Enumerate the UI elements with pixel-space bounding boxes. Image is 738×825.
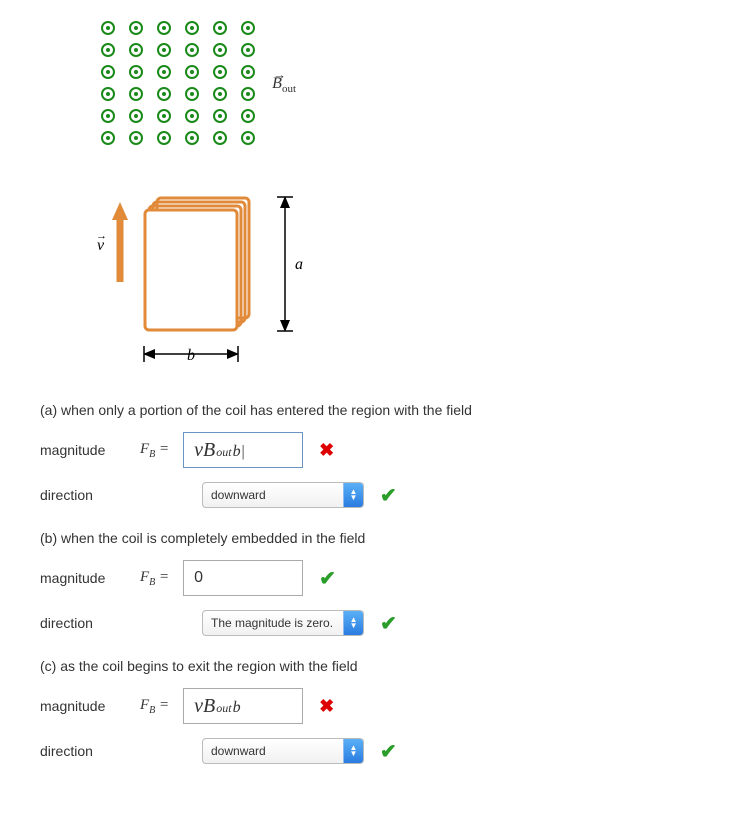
field-out-icon xyxy=(240,108,256,124)
field-out-icon xyxy=(212,64,228,80)
wrong-icon: ✖ xyxy=(319,696,334,717)
field-out-icon xyxy=(240,64,256,80)
check-icon: ✔ xyxy=(380,739,397,764)
field-out-icon xyxy=(212,86,228,102)
part-b-magnitude-row: magnitude FB = 0 ✔ xyxy=(40,560,698,596)
field-out-icon xyxy=(128,108,144,124)
field-out-icon xyxy=(184,130,200,146)
field-out-icon xyxy=(156,42,172,58)
field-out-icon xyxy=(184,108,200,124)
part-b: (b) when the coil is completely embedded… xyxy=(40,530,698,636)
field-row xyxy=(100,86,256,102)
part-b-magnitude-input[interactable]: 0 xyxy=(183,560,303,596)
part-c-magnitude-input[interactable]: vBoutb xyxy=(183,688,303,724)
svg-text:→: → xyxy=(96,230,107,242)
field-out-icon xyxy=(212,42,228,58)
field-out-icon xyxy=(240,86,256,102)
part-c: (c) as the coil begins to exit the regio… xyxy=(40,658,698,764)
part-a-direction-row: direction downward ▲▼ ✔ xyxy=(40,482,698,508)
field-out-icon xyxy=(100,86,116,102)
field-out-icon xyxy=(212,20,228,36)
dim-a-label: a xyxy=(295,256,303,273)
b-out-label: →Bout xyxy=(272,75,296,95)
part-c-direction-row: direction downward ▲▼ ✔ xyxy=(40,738,698,764)
field-out-icon xyxy=(240,130,256,146)
field-out-icon xyxy=(212,130,228,146)
field-row xyxy=(100,64,256,80)
field-out-icon xyxy=(184,20,200,36)
field-row xyxy=(100,130,256,146)
magnetic-field-grid: →Bout xyxy=(100,20,256,152)
part-b-prompt: (b) when the coil is completely embedded… xyxy=(40,530,698,546)
part-c-prompt: (c) as the coil begins to exit the regio… xyxy=(40,658,698,674)
field-out-icon xyxy=(156,108,172,124)
chevron-updown-icon: ▲▼ xyxy=(343,611,363,635)
field-out-icon xyxy=(156,130,172,146)
field-out-icon xyxy=(184,64,200,80)
field-out-icon xyxy=(128,64,144,80)
diagram-area: →Bout v → a xyxy=(40,20,698,372)
field-out-icon xyxy=(128,130,144,146)
field-out-icon xyxy=(156,64,172,80)
field-out-icon xyxy=(128,86,144,102)
part-b-direction-row: direction The magnitude is zero. ▲▼ ✔ xyxy=(40,610,698,636)
magnitude-label: magnitude xyxy=(40,570,130,586)
part-a-direction-select[interactable]: downward ▲▼ xyxy=(202,482,364,508)
field-out-icon xyxy=(100,64,116,80)
chevron-updown-icon: ▲▼ xyxy=(343,483,363,507)
part-a-magnitude-input[interactable]: vBoutb| xyxy=(183,432,303,468)
field-out-icon xyxy=(100,20,116,36)
field-out-icon xyxy=(156,86,172,102)
field-out-icon xyxy=(100,108,116,124)
field-row xyxy=(100,42,256,58)
fb-symbol: FB = xyxy=(140,697,169,716)
magnitude-label: magnitude xyxy=(40,698,130,714)
field-out-icon xyxy=(128,20,144,36)
field-out-icon xyxy=(156,20,172,36)
field-out-icon xyxy=(240,42,256,58)
part-a-prompt: (a) when only a portion of the coil has … xyxy=(40,402,698,418)
check-icon: ✔ xyxy=(319,566,336,591)
direction-label: direction xyxy=(40,487,130,503)
fb-symbol: FB = xyxy=(140,569,169,588)
wrong-icon: ✖ xyxy=(319,440,334,461)
direction-label: direction xyxy=(40,743,130,759)
magnitude-label: magnitude xyxy=(40,442,130,458)
field-out-icon xyxy=(184,86,200,102)
dim-b-label: b xyxy=(187,347,195,364)
part-c-magnitude-row: magnitude FB = vBoutb ✖ xyxy=(40,688,698,724)
field-out-icon xyxy=(212,108,228,124)
part-c-direction-select[interactable]: downward ▲▼ xyxy=(202,738,364,764)
part-b-direction-select[interactable]: The magnitude is zero. ▲▼ xyxy=(202,610,364,636)
direction-label: direction xyxy=(40,615,130,631)
check-icon: ✔ xyxy=(380,611,397,636)
part-a: (a) when only a portion of the coil has … xyxy=(40,402,698,508)
field-out-icon xyxy=(100,130,116,146)
coil-figure: v → a b xyxy=(95,172,355,372)
fb-symbol: FB = xyxy=(140,441,169,460)
field-out-icon xyxy=(100,42,116,58)
chevron-updown-icon: ▲▼ xyxy=(343,739,363,763)
field-row xyxy=(100,108,256,124)
field-out-icon xyxy=(128,42,144,58)
check-icon: ✔ xyxy=(380,483,397,508)
field-out-icon xyxy=(240,20,256,36)
part-a-magnitude-row: magnitude FB = vBoutb| ✖ xyxy=(40,432,698,468)
field-out-icon xyxy=(184,42,200,58)
field-row xyxy=(100,20,256,36)
